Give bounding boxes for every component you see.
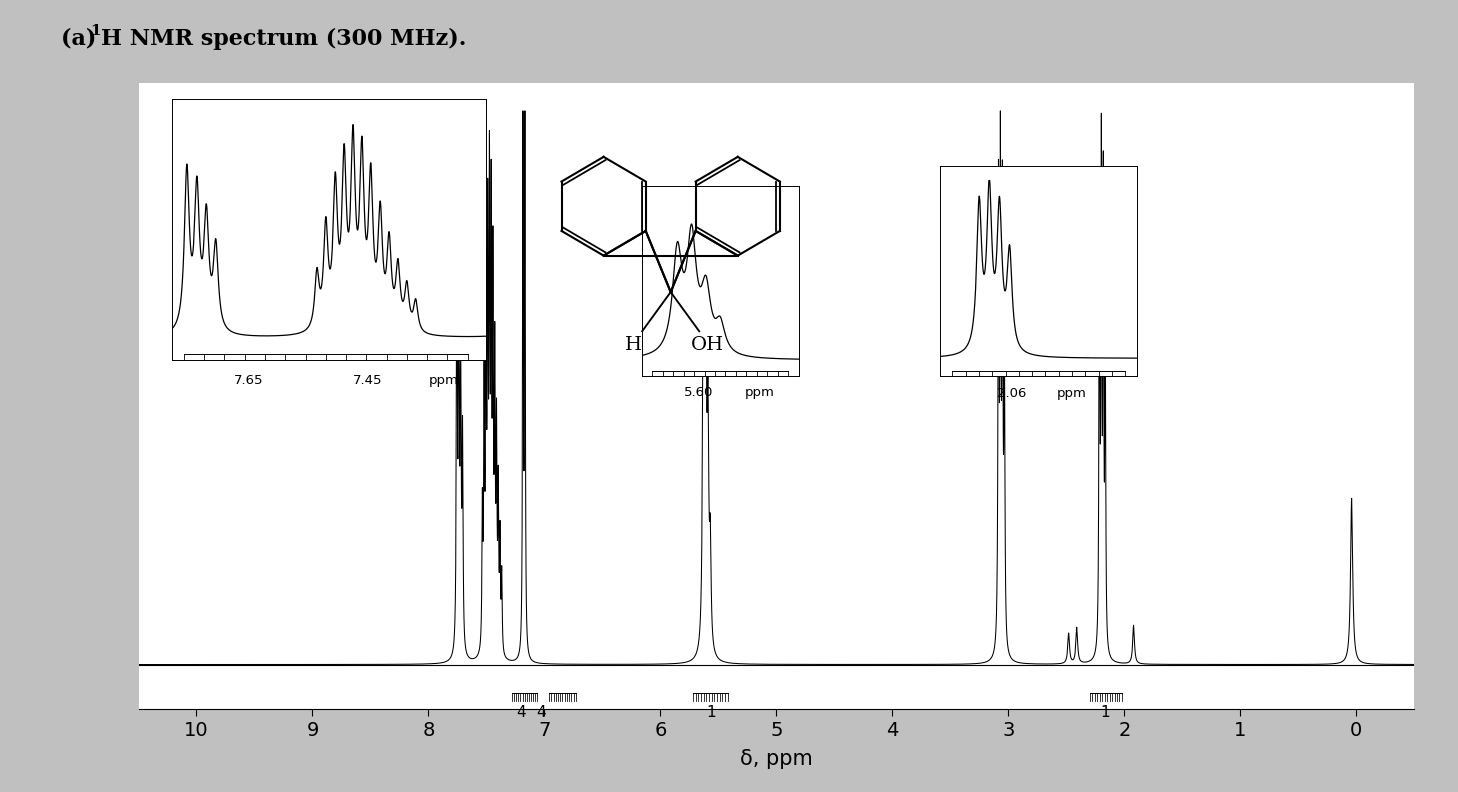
Text: 4: 4	[516, 705, 525, 720]
Text: ppm: ppm	[745, 386, 774, 399]
Text: H NMR spectrum (300 MHz).: H NMR spectrum (300 MHz).	[101, 28, 467, 50]
Text: H: H	[625, 337, 643, 354]
Text: 1: 1	[90, 24, 101, 38]
Text: 4: 4	[537, 705, 547, 720]
Text: 7.45: 7.45	[353, 374, 382, 386]
Text: 7.65: 7.65	[235, 374, 264, 386]
X-axis label: δ, ppm: δ, ppm	[741, 748, 812, 769]
Text: ppm: ppm	[429, 374, 459, 386]
Text: (a): (a)	[61, 28, 105, 50]
Text: 5.60: 5.60	[684, 386, 713, 399]
Text: 2.06: 2.06	[997, 386, 1026, 400]
Text: OH: OH	[691, 337, 725, 354]
Text: 1: 1	[707, 705, 716, 720]
Text: ppm: ppm	[1057, 386, 1086, 400]
Text: 1: 1	[1101, 705, 1110, 720]
